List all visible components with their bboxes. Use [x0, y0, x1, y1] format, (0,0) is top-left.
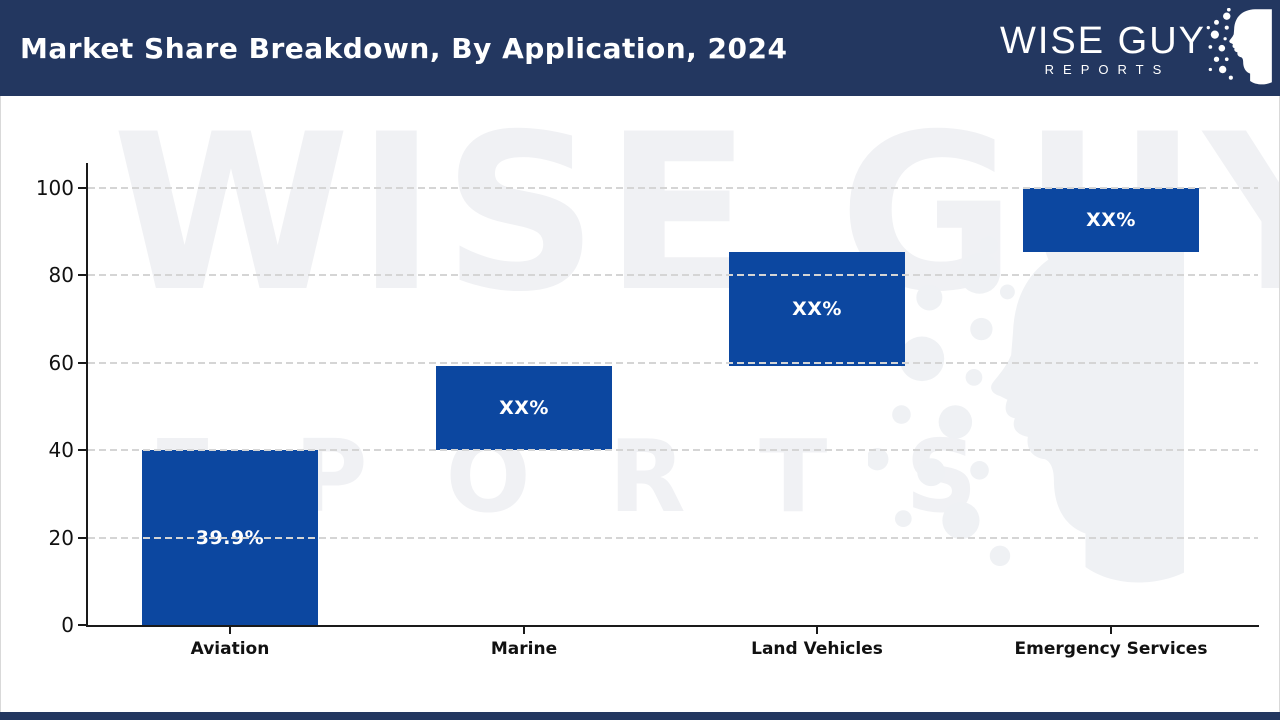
y-tick-label: 60 [48, 351, 74, 375]
left-border [0, 96, 1, 712]
wise-guy-reports-logo: WISE GUY REPORTS [1000, 6, 1272, 92]
y-tick-mark [78, 274, 86, 276]
gridline [88, 274, 1258, 276]
x-tick-label: Aviation [190, 639, 270, 659]
logo-text: WISE GUY REPORTS [1000, 21, 1206, 77]
header-band: Market Share Breakdown, By Application, … [0, 0, 1280, 96]
logo-wordmark: WISE GUY [999, 20, 1206, 62]
gridline [88, 362, 1258, 364]
footer-band [0, 712, 1280, 720]
page-title: Market Share Breakdown, By Application, … [20, 31, 788, 65]
x-tick-label: Land Vehicles [751, 639, 883, 659]
x-tick-mark [816, 627, 818, 634]
bar-emergency-services: XX% [1023, 188, 1199, 252]
gridline [88, 537, 1258, 539]
x-tick-mark [229, 627, 231, 634]
gridline [88, 187, 1258, 189]
x-tick-label: Marine [490, 639, 558, 659]
bar-land-vehicles: XX% [729, 252, 905, 366]
bar-marine: XX% [436, 366, 612, 450]
y-tick-label: 80 [48, 263, 74, 287]
logo-face-icon [1206, 8, 1272, 85]
y-tick-mark [78, 537, 86, 539]
gridline [88, 449, 1258, 451]
logo-subtitle: REPORTS [1044, 62, 1171, 77]
y-tick-mark [78, 449, 86, 451]
bar-value-label: XX% [792, 298, 842, 320]
x-tick-mark [523, 627, 525, 634]
x-axis [86, 625, 1259, 627]
bar-value-label: XX% [499, 397, 549, 419]
y-tick-label: 100 [35, 176, 74, 200]
y-tick-label: 20 [48, 526, 74, 550]
y-tick-label: 40 [48, 438, 74, 462]
y-tick-mark [78, 362, 86, 364]
bar-value-label: XX% [1086, 209, 1136, 231]
y-tick-mark [78, 624, 86, 626]
x-tick-mark [1110, 627, 1112, 634]
y-axis [86, 163, 88, 627]
x-tick-label: Emergency Services [1014, 639, 1208, 659]
watermark-face-icon [868, 236, 1184, 583]
y-tick-label: 0 [61, 613, 74, 637]
y-tick-mark [78, 187, 86, 189]
